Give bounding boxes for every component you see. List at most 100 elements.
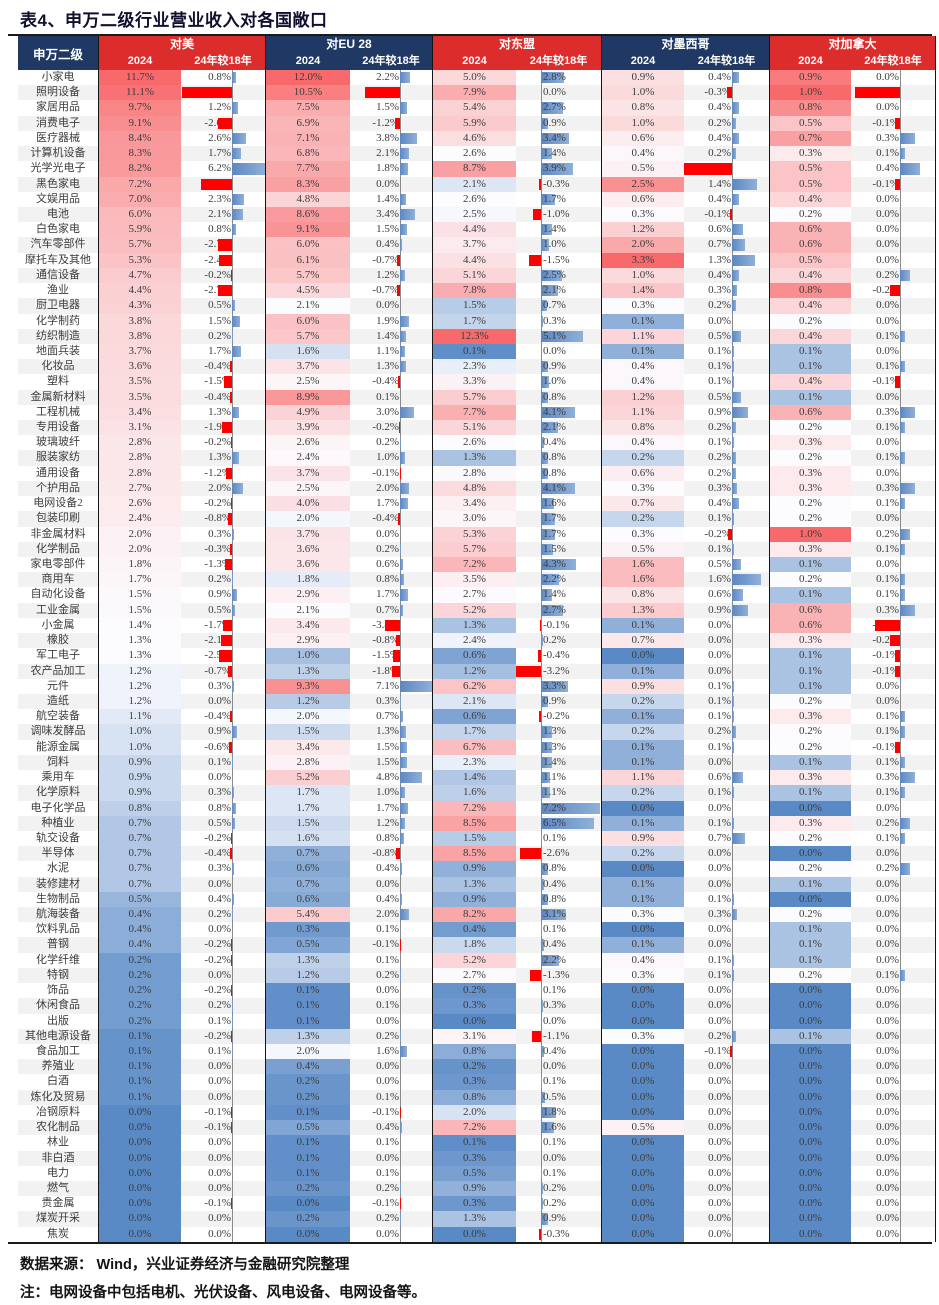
delta-value: 0.1% — [876, 147, 899, 160]
delta-cell: -0.2% — [181, 267, 265, 284]
delta-value: -0.2% — [204, 984, 231, 997]
table-row: 食品加工 0.1% 0.1% 2.0% 1.6% 0.8% 0.4% 0.0% -0.1% 0.0… — [18, 1044, 936, 1060]
country-group-cells: 0.6% 0.0% — [769, 237, 936, 253]
industry-label: 种植业 — [41, 816, 75, 829]
country-group-cells: 0.6% -0.4% — [432, 648, 601, 664]
delta-value: 0.1% — [376, 999, 399, 1012]
positive-data-bar — [541, 893, 548, 905]
country-group-cells: 0.0% 0.0% — [601, 983, 769, 999]
delta-cell: 0.4% — [684, 100, 769, 116]
heat-cell: 2.0% — [433, 1104, 516, 1121]
delta-cell: 0.1% — [181, 1013, 265, 1029]
zero-axis-line — [900, 846, 901, 862]
delta-cell: 0.4% — [350, 1120, 432, 1136]
heat-cell: 0.2% — [99, 983, 181, 999]
negative-data-bar — [394, 117, 400, 129]
delta-value: 0.2% — [376, 542, 399, 555]
delta-value: 0.0% — [376, 1075, 399, 1088]
country-group-cells: 10.5%-7.7% — [265, 85, 432, 101]
positive-data-bar — [400, 909, 409, 921]
zero-axis-line — [732, 800, 733, 816]
heat-cell: 0.9% — [602, 70, 684, 86]
delta-cell: 0.1% — [516, 830, 601, 847]
positive-data-bar — [732, 102, 740, 114]
country-group-cells: 3.3% 1.3% — [601, 252, 769, 268]
delta-value: 0.0% — [876, 847, 899, 860]
country-group-cells: 0.9% 0.7% — [601, 830, 769, 847]
zero-axis-line — [400, 85, 401, 101]
heat-cell: 11.7% — [99, 70, 181, 86]
heat-cell: 7.7% — [266, 161, 350, 177]
country-group-cells: 0.1% 0.0% — [769, 1028, 936, 1044]
delta-value: 0.0% — [708, 634, 731, 647]
country-group-cells: 1.3% 0.9% — [601, 602, 769, 618]
delta-cell: 0.1% — [851, 754, 935, 771]
delta-value: 0.0% — [876, 1166, 899, 1179]
country-group-cells: 1.2% 0.0% — [98, 693, 265, 710]
delta-value: 0.1% — [876, 831, 899, 844]
table-row: 化学制药 3.8% 1.5% 6.0% 1.9% 1.7% 0.3% 0.1% 0.0% 0.2%… — [18, 313, 936, 329]
positive-data-bar — [541, 772, 551, 784]
industry-label: 饮料乳品 — [36, 923, 80, 936]
country-group-cells: 0.3% 0.0% — [432, 1150, 601, 1166]
heat-cell: 0.2% — [770, 907, 851, 923]
negative-data-bar — [537, 650, 541, 662]
delta-cell: 0.7% — [350, 709, 432, 725]
country-group-cells: 0.0% 0.0% — [769, 983, 936, 999]
zero-axis-line — [900, 252, 901, 268]
zero-axis-line — [400, 374, 401, 390]
zero-axis-line — [900, 176, 901, 192]
heat-cell: 0.2% — [602, 511, 684, 527]
delta-value: 0.1% — [876, 421, 899, 434]
zero-axis-line — [400, 876, 401, 892]
country-group-cells: 0.7% 0.3% — [98, 861, 265, 877]
heat-cell: 3.4% — [266, 739, 350, 755]
delta-cell: 0.1% — [684, 891, 769, 908]
heat-cell: 0.2% — [770, 724, 851, 740]
delta-value: 0.0% — [543, 1014, 566, 1027]
heat-cell: 2.6% — [433, 146, 516, 162]
delta-cell: 0.0% — [181, 1165, 265, 1181]
positive-data-bar — [900, 604, 915, 616]
country-group-cells: 1.0% 0.2% — [601, 115, 769, 131]
heat-cell: 0.0% — [99, 1135, 181, 1151]
delta-cell: 0.1% — [684, 952, 769, 968]
subheader-2024: 2024 — [630, 55, 656, 67]
delta-value: -0.1% — [872, 375, 899, 388]
country-group-cells: 1.8% 0.4% — [432, 937, 601, 953]
delta-value: 0.1% — [876, 573, 899, 586]
table-row: 水泥 0.7% 0.3% 0.6% 0.4% 0.9% 0.8% 0.0% 0.0% 0.2% 0.… — [18, 861, 936, 877]
heat-cell: 0.0% — [770, 1059, 851, 1075]
heat-cell: 0.0% — [602, 1074, 684, 1090]
positive-data-bar — [732, 285, 738, 297]
country-group-cells: 0.4% 0.2% — [601, 146, 769, 162]
positive-data-bar — [732, 452, 736, 464]
country-group-cells: 0.0% 0.0% — [769, 1059, 936, 1075]
positive-data-bar — [541, 635, 543, 647]
delta-cell: 2.0% — [350, 480, 432, 497]
heat-cell: 1.2% — [602, 389, 684, 405]
delta-cell: -0.2% — [181, 830, 265, 847]
subheader-delta: 24年较18年 — [864, 55, 922, 67]
industry-label: 服装家纺 — [36, 451, 80, 464]
delta-value: 5.1% — [543, 329, 566, 342]
heat-cell: 1.3% — [266, 663, 350, 679]
positive-data-bar — [732, 239, 745, 251]
delta-cell: 1.7% — [181, 146, 265, 162]
delta-cell: 0.0% — [181, 922, 265, 938]
negative-data-bar — [218, 650, 232, 662]
table-row: 服装家纺 2.8% 1.3% 2.4% 1.0% 1.3% 0.8% 0.2% 0.2% 0.2%… — [18, 450, 936, 466]
country-group-cells: 7.1% 3.8% — [265, 130, 432, 147]
delta-value: -1.5% — [372, 649, 399, 662]
zero-axis-line — [400, 998, 401, 1014]
country-group-cells: 1.3% -2.1% — [98, 633, 265, 649]
delta-value: -0.4% — [204, 390, 231, 403]
delta-cell: 0.3% — [516, 998, 601, 1014]
delta-value: 0.1% — [708, 375, 731, 388]
delta-cell: -1.7% — [181, 617, 265, 634]
heat-cell: 6.9% — [266, 115, 350, 131]
country-group-cells: 0.1% 0.0% — [98, 1089, 265, 1105]
delta-cell: 0.0% — [851, 1196, 935, 1212]
heat-cell: 0.0% — [602, 1150, 684, 1166]
delta-cell: 1.7% — [350, 496, 432, 512]
